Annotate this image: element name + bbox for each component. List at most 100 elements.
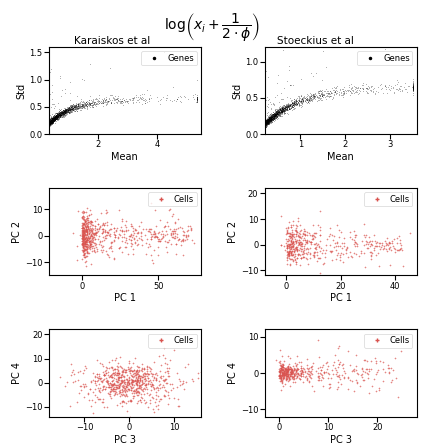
Point xyxy=(39,126,46,133)
Point xyxy=(258,122,265,129)
Point xyxy=(316,373,323,380)
Point xyxy=(267,101,274,108)
Point xyxy=(285,250,292,258)
Point xyxy=(95,220,102,228)
Point xyxy=(39,126,46,134)
Point xyxy=(81,250,88,257)
Point xyxy=(267,116,274,123)
Point xyxy=(258,124,265,131)
Point xyxy=(265,115,272,122)
Point xyxy=(137,219,144,226)
Point xyxy=(51,115,58,122)
Point xyxy=(277,112,284,120)
Point xyxy=(37,131,44,138)
Point xyxy=(292,98,299,105)
Point xyxy=(294,93,301,100)
Point xyxy=(111,391,118,398)
Point xyxy=(386,85,393,92)
Point xyxy=(264,115,271,122)
Point xyxy=(68,103,75,111)
Point xyxy=(261,120,268,127)
Point xyxy=(308,90,314,98)
Point xyxy=(38,127,45,134)
Point xyxy=(36,129,43,137)
Point xyxy=(58,112,64,119)
Point xyxy=(87,243,93,250)
Point xyxy=(37,129,44,137)
Point xyxy=(163,365,170,372)
Point xyxy=(353,363,360,370)
Point xyxy=(262,118,269,125)
Point xyxy=(47,121,54,128)
Point xyxy=(275,99,282,106)
Point xyxy=(66,105,73,112)
Point xyxy=(367,87,374,94)
Point xyxy=(291,103,297,110)
Point xyxy=(124,397,131,405)
Point xyxy=(93,97,100,104)
Point xyxy=(283,105,290,112)
Point xyxy=(79,241,85,249)
Point xyxy=(263,118,269,125)
Point xyxy=(262,118,269,125)
Point xyxy=(80,240,87,247)
Point xyxy=(315,90,322,97)
Point xyxy=(47,119,54,126)
Point xyxy=(52,114,59,121)
Point xyxy=(99,385,106,392)
Point xyxy=(66,104,73,111)
Point xyxy=(104,97,111,104)
Point xyxy=(291,99,298,107)
Point xyxy=(38,129,44,137)
Point xyxy=(39,129,46,136)
Point xyxy=(375,366,382,374)
Point xyxy=(279,109,286,116)
Point xyxy=(275,107,282,114)
Point xyxy=(37,131,44,138)
Point xyxy=(37,129,44,137)
Point xyxy=(81,247,88,254)
Point xyxy=(280,96,286,103)
Point xyxy=(279,108,286,115)
Point xyxy=(345,88,352,95)
Point xyxy=(46,118,53,125)
Point xyxy=(260,122,266,129)
Point xyxy=(42,123,49,130)
Point xyxy=(298,99,305,107)
Point xyxy=(283,370,289,377)
Point xyxy=(47,120,53,127)
Point xyxy=(39,124,46,131)
Point xyxy=(301,246,308,254)
Point xyxy=(38,129,45,136)
Point xyxy=(381,368,388,375)
Point xyxy=(50,115,57,122)
Point xyxy=(58,110,65,117)
Point xyxy=(43,123,50,130)
Point xyxy=(38,129,45,136)
Point xyxy=(270,115,277,122)
Point xyxy=(359,374,365,381)
Point xyxy=(87,61,93,68)
Point xyxy=(134,374,141,381)
Point xyxy=(41,124,48,131)
Point xyxy=(287,102,294,109)
Point xyxy=(256,125,263,132)
Point xyxy=(69,366,76,374)
Point xyxy=(102,375,109,382)
Point xyxy=(42,120,49,127)
Point xyxy=(256,126,263,133)
Point xyxy=(47,120,54,127)
Point xyxy=(37,131,44,138)
Point xyxy=(44,122,50,129)
Point xyxy=(46,118,53,125)
Point xyxy=(92,378,99,385)
Point xyxy=(44,121,51,128)
Point xyxy=(82,241,88,248)
Point xyxy=(179,224,185,231)
Point xyxy=(259,122,266,129)
Point xyxy=(38,130,45,137)
Point xyxy=(367,248,374,255)
Point xyxy=(112,388,118,395)
Point xyxy=(44,119,51,126)
Point xyxy=(277,375,284,382)
